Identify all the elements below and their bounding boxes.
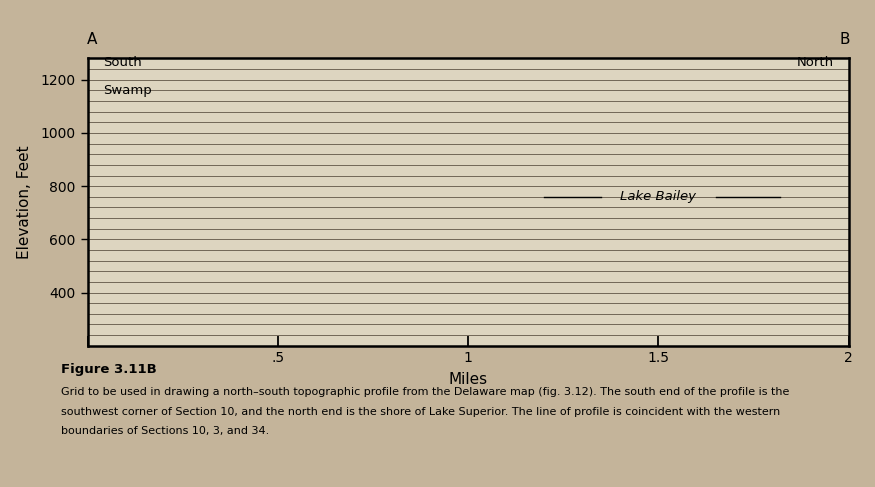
Text: South: South <box>102 56 142 69</box>
X-axis label: Miles: Miles <box>449 372 487 387</box>
Text: A: A <box>87 32 97 47</box>
Text: Swamp: Swamp <box>102 84 151 97</box>
Text: boundaries of Sections 10, 3, and 34.: boundaries of Sections 10, 3, and 34. <box>61 426 270 436</box>
Text: Lake Bailey: Lake Bailey <box>620 190 697 203</box>
Text: B: B <box>839 32 850 47</box>
Y-axis label: Elevation, Feet: Elevation, Feet <box>18 145 32 259</box>
Text: Figure 3.11B: Figure 3.11B <box>61 363 157 376</box>
Text: southwest corner of Section 10, and the north end is the shore of Lake Superior.: southwest corner of Section 10, and the … <box>61 407 780 417</box>
Text: North: North <box>796 56 834 69</box>
Text: Grid to be used in drawing a north–south topographic profile from the Delaware m: Grid to be used in drawing a north–south… <box>61 387 789 397</box>
